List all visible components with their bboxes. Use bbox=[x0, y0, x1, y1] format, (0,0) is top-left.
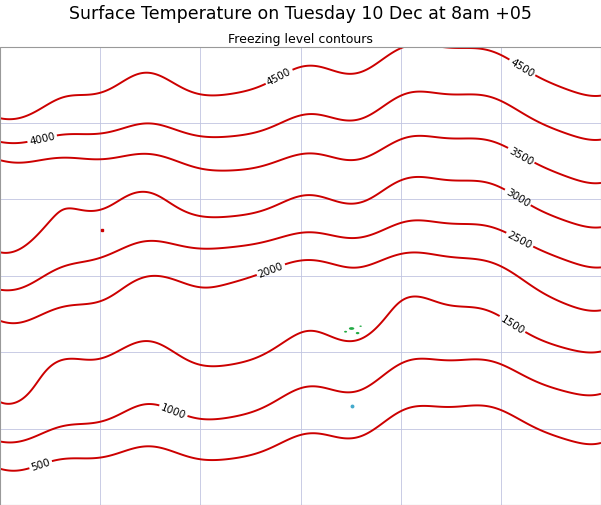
Text: 4500: 4500 bbox=[508, 58, 536, 79]
Ellipse shape bbox=[349, 327, 355, 330]
Ellipse shape bbox=[359, 326, 362, 327]
Text: Freezing level contours: Freezing level contours bbox=[228, 32, 373, 45]
Text: Surface Temperature on Tuesday 10 Dec at 8am +05: Surface Temperature on Tuesday 10 Dec at… bbox=[69, 5, 532, 23]
Text: 2000: 2000 bbox=[257, 261, 285, 279]
Ellipse shape bbox=[344, 331, 347, 333]
Text: 4000: 4000 bbox=[28, 132, 56, 147]
Text: 4500: 4500 bbox=[265, 67, 293, 88]
Text: 1000: 1000 bbox=[159, 401, 188, 420]
Text: 500: 500 bbox=[29, 457, 52, 472]
Text: 1500: 1500 bbox=[499, 313, 526, 335]
Text: 3000: 3000 bbox=[504, 187, 532, 209]
Text: 3500: 3500 bbox=[507, 145, 535, 167]
Ellipse shape bbox=[356, 332, 359, 335]
Text: 2500: 2500 bbox=[506, 230, 534, 250]
